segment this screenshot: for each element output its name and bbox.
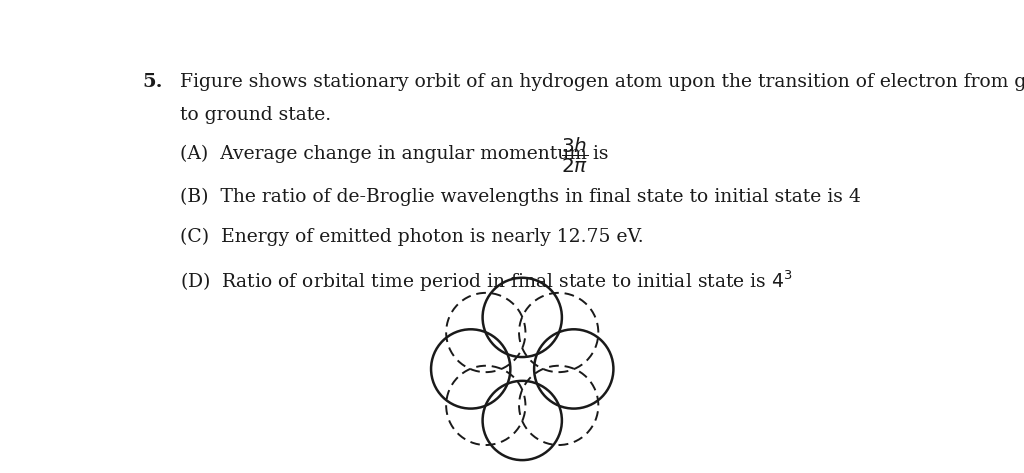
Text: (D)  Ratio of orbital time period in final state to initial state is $4^{3}$: (D) Ratio of orbital time period in fina… [179, 268, 793, 294]
Text: 5.: 5. [142, 73, 163, 91]
Text: (C)  Energy of emitted photon is nearly 12.75 eV.: (C) Energy of emitted photon is nearly 1… [179, 228, 643, 246]
Text: (A)  Average change in angular momentum is: (A) Average change in angular momentum i… [179, 145, 608, 163]
Text: to ground state.: to ground state. [179, 106, 331, 124]
Text: $\dfrac{3h}{2\pi}$: $\dfrac{3h}{2\pi}$ [560, 136, 588, 175]
Text: Figure shows stationary orbit of an hydrogen atom upon the transition of electro: Figure shows stationary orbit of an hydr… [179, 73, 1024, 91]
Text: (B)  The ratio of de-Broglie wavelengths in final state to initial state is 4: (B) The ratio of de-Broglie wavelengths … [179, 188, 860, 206]
